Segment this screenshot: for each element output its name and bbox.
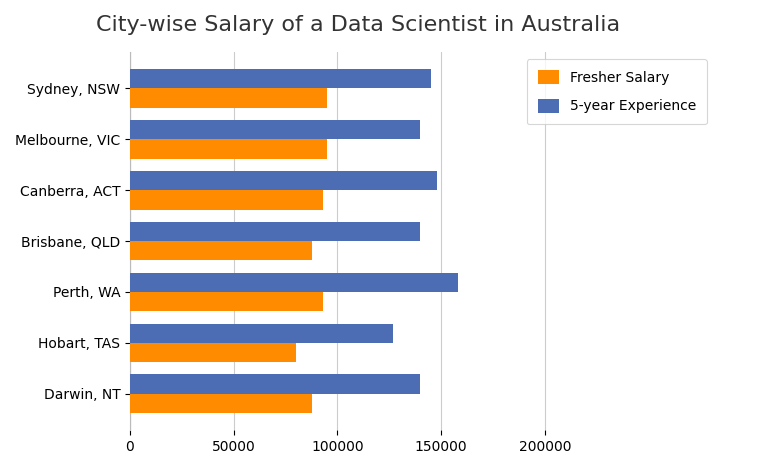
Bar: [130, 272, 458, 292]
Legend: Fresher Salary, 5-year Experience: Fresher Salary, 5-year Experience: [527, 59, 707, 124]
Bar: [130, 394, 313, 413]
Title: City-wise Salary of a Data Scientist in Australia: City-wise Salary of a Data Scientist in …: [96, 15, 620, 35]
Bar: [130, 292, 323, 311]
Bar: [130, 88, 327, 108]
Bar: [130, 374, 420, 394]
Bar: [130, 69, 430, 88]
Bar: [130, 120, 420, 139]
Bar: [130, 139, 327, 159]
Bar: [130, 241, 313, 260]
Bar: [130, 222, 420, 241]
Bar: [130, 324, 393, 343]
Bar: [130, 343, 296, 362]
Bar: [130, 171, 437, 190]
Bar: [130, 190, 323, 210]
